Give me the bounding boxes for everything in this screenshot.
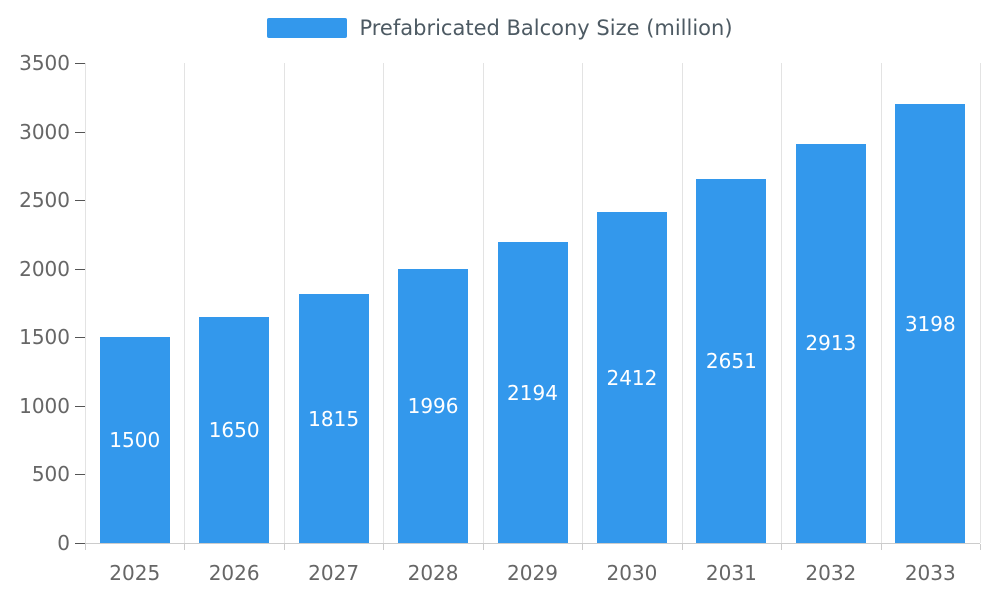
bar-value-label: 1650 [208,417,260,442]
x-tick-mark [681,544,683,550]
y-tick-mark [75,268,85,270]
x-tick-mark [880,544,882,550]
y-tick-mark [75,405,85,407]
gridline [383,63,385,543]
gridline [980,63,981,543]
bar-2029[interactable]: 2194 [497,242,568,543]
y-tick-mark [75,131,85,133]
x-tick-mark [482,544,484,550]
x-tick-label: 2033 [904,561,956,585]
bar-value-label: 2651 [705,349,757,374]
gridline [283,63,285,543]
bar-2033[interactable]: 3198 [895,104,966,543]
y-tick-mark [75,337,85,339]
bar-value-label: 2194 [507,380,558,405]
bar-2027[interactable]: 1815 [298,294,369,543]
x-tick-mark [283,544,285,550]
bar-2032[interactable]: 2913 [795,143,866,543]
y-tick-label: 500 [31,462,70,487]
y-tick-label: 0 [57,531,70,555]
x-tick-mark [383,544,385,550]
bar-value-label: 1996 [407,394,459,419]
legend-label: Prefabricated Balcony Size (million) [359,16,733,40]
gridline [781,63,783,543]
x-tick-mark [781,544,783,550]
bar-value-label: 3198 [904,311,956,336]
y-tick-label: 3500 [19,51,70,75]
x-tick-label: 2030 [606,561,658,585]
gridline [482,63,484,543]
gridline [184,63,186,543]
x-tick-mark [582,544,584,550]
gridline [880,63,882,543]
legend[interactable]: Prefabricated Balcony Size (million) [0,16,1000,40]
plot-area: 1500 1650 1815 1996 2194 2412 2651 2913 3198 [85,63,981,544]
bar-2028[interactable]: 1996 [398,269,469,543]
y-tick-label: 2500 [19,188,70,213]
y-tick-mark [75,543,85,544]
x-tick-label: 2025 [109,561,161,585]
y-tick-mark [75,200,85,202]
x-tick-label: 2027 [308,561,360,585]
x-tick-label: 2028 [407,561,459,585]
legend-swatch [267,18,348,38]
bar-value-label: 2412 [606,365,658,390]
x-tick-mark [980,544,981,550]
y-tick-mark [75,474,85,476]
y-tick-label: 1500 [19,325,70,350]
x-tick-mark [85,544,86,550]
x-tick-label: 2031 [705,561,757,585]
y-tick-label: 2000 [19,256,70,281]
bar-value-label: 2913 [805,331,857,356]
bar-value-label: 1815 [308,406,360,431]
bar-value-label: 1500 [109,428,161,453]
x-tick-label: 2029 [507,561,558,585]
x-tick-label: 2032 [805,561,857,585]
bar-2026[interactable]: 1650 [199,316,270,543]
bar-2031[interactable]: 2651 [696,179,767,543]
x-tick-mark [184,544,186,550]
gridline [681,63,683,543]
gridline [582,63,584,543]
bar-2025[interactable]: 1500 [99,337,170,543]
gridline [85,63,86,543]
y-tick-label: 1000 [19,393,70,418]
y-tick-label: 3000 [19,119,70,144]
y-tick-mark [75,63,85,64]
bar-2030[interactable]: 2412 [596,212,667,543]
x-tick-label: 2026 [208,561,260,585]
